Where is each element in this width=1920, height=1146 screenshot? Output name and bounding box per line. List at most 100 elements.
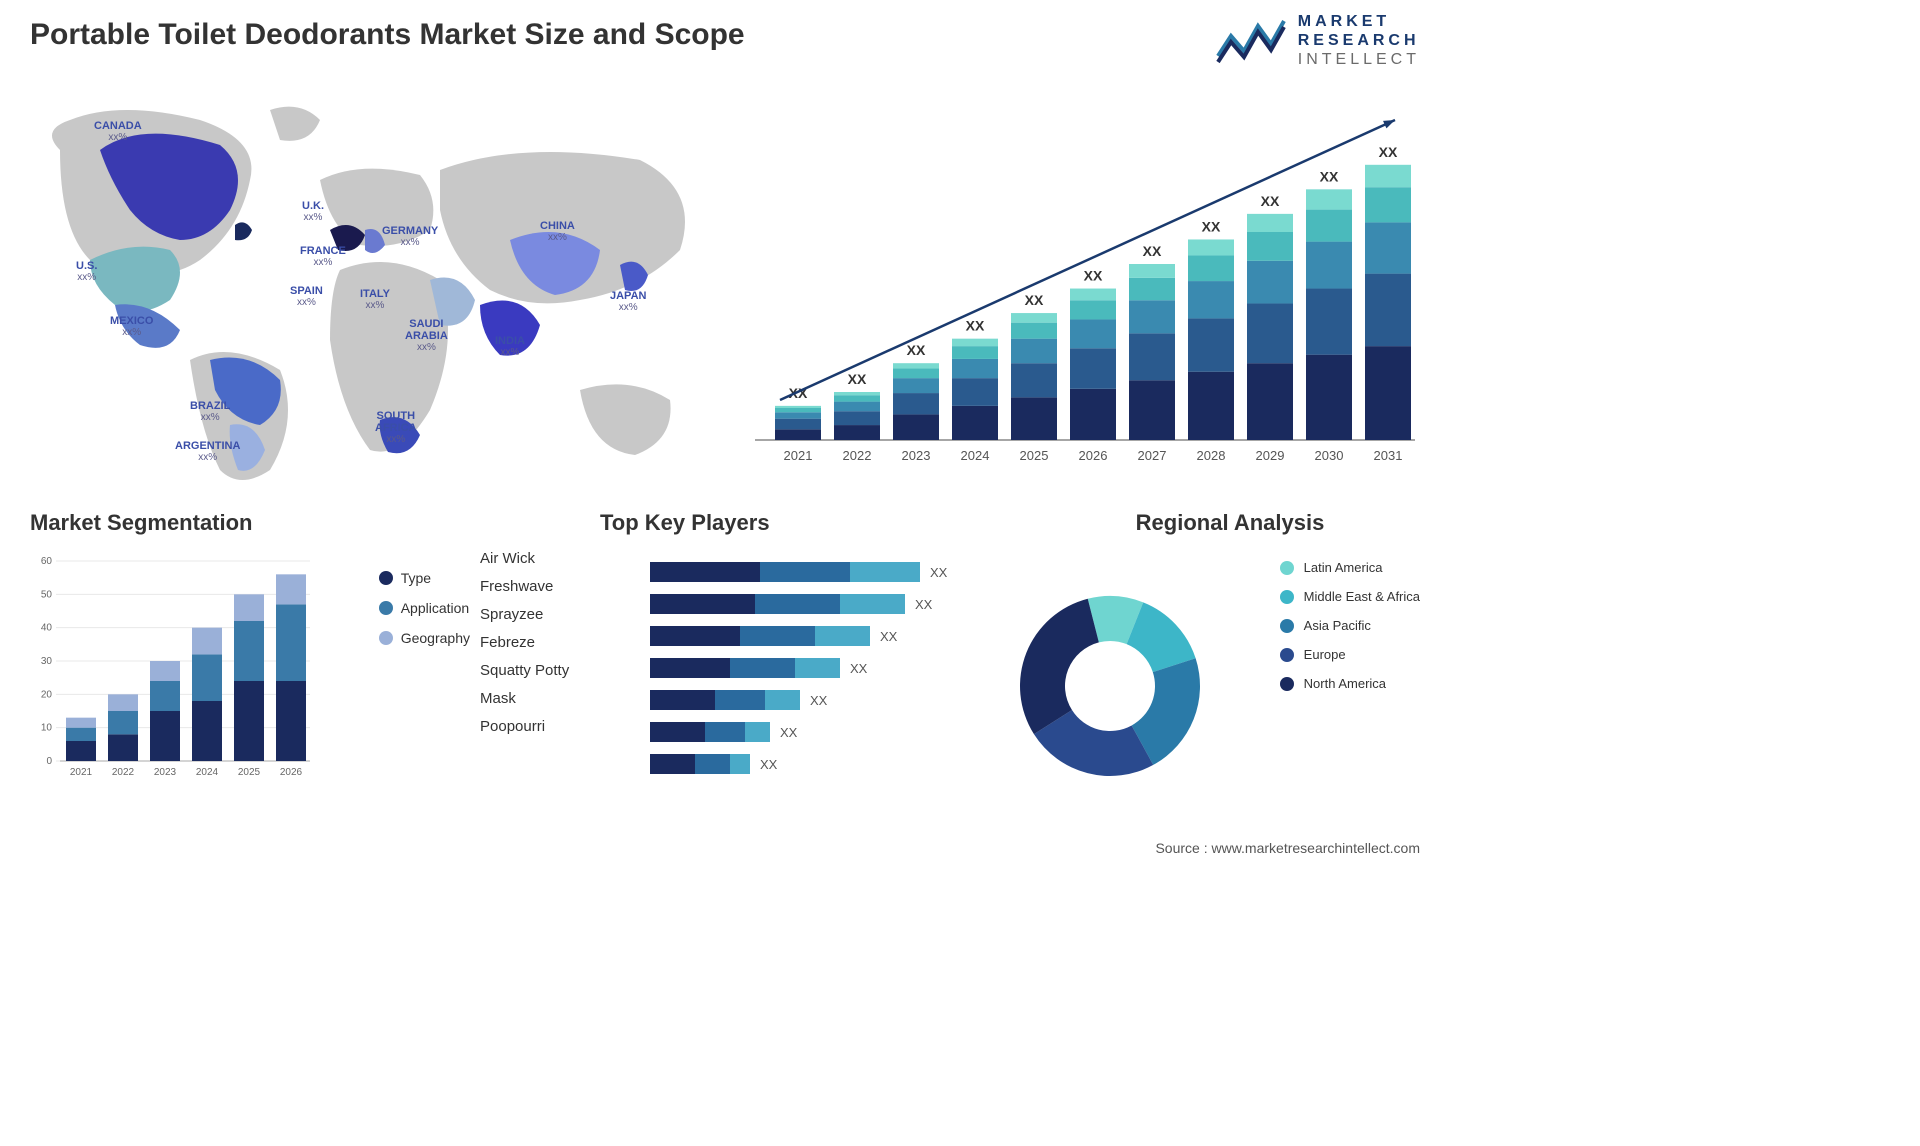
player-bar-segment bbox=[650, 626, 740, 646]
svg-text:2024: 2024 bbox=[196, 767, 219, 776]
player-name: Freshwave bbox=[480, 578, 569, 595]
legend-item: Type bbox=[379, 570, 470, 586]
map-country-label: INDIAxx% bbox=[495, 335, 525, 358]
regional-donut-chart-svg bbox=[1000, 546, 1220, 786]
market-size-bar-chart: XX2021XX2022XX2023XX2024XX2025XX2026XX20… bbox=[755, 100, 1415, 470]
player-bar-row: XX bbox=[650, 754, 990, 774]
svg-text:XX: XX bbox=[1143, 243, 1162, 259]
svg-text:XX: XX bbox=[966, 318, 985, 334]
player-bar-segment bbox=[755, 594, 840, 614]
legend-label: North America bbox=[1304, 676, 1386, 691]
svg-text:2027: 2027 bbox=[1138, 448, 1167, 463]
svg-text:XX: XX bbox=[1084, 268, 1103, 284]
player-bar-segment bbox=[695, 754, 730, 774]
svg-text:XX: XX bbox=[1320, 168, 1339, 184]
svg-text:2022: 2022 bbox=[112, 767, 135, 776]
svg-text:2021: 2021 bbox=[784, 448, 813, 463]
player-bar-row: XX bbox=[650, 658, 990, 678]
svg-text:10: 10 bbox=[41, 723, 53, 734]
svg-text:2031: 2031 bbox=[1374, 448, 1403, 463]
player-bar-segment bbox=[650, 562, 760, 582]
map-country-label: FRANCExx% bbox=[300, 245, 346, 268]
player-name: Mask bbox=[480, 690, 569, 707]
legend-label: Geography bbox=[401, 630, 470, 646]
svg-text:XX: XX bbox=[1025, 292, 1044, 308]
logo-line2: RESEARCH bbox=[1298, 31, 1420, 50]
svg-text:0: 0 bbox=[46, 756, 52, 767]
svg-text:XX: XX bbox=[1379, 144, 1398, 160]
player-bar bbox=[650, 754, 750, 774]
player-bar bbox=[650, 562, 920, 582]
legend-item: Latin America bbox=[1280, 560, 1420, 575]
legend-item: Asia Pacific bbox=[1280, 618, 1420, 633]
regional-title: Regional Analysis bbox=[1040, 510, 1420, 536]
player-name: Febreze bbox=[480, 634, 569, 651]
map-country-label: ARGENTINAxx% bbox=[175, 440, 240, 463]
map-country-label: CANADAxx% bbox=[94, 120, 142, 143]
svg-text:2024: 2024 bbox=[961, 448, 990, 463]
legend-swatch bbox=[1280, 648, 1294, 662]
player-bar-segment bbox=[715, 690, 765, 710]
svg-text:XX: XX bbox=[907, 342, 926, 358]
player-bar-segment bbox=[760, 562, 850, 582]
svg-text:2026: 2026 bbox=[1079, 448, 1108, 463]
player-bar-value: XX bbox=[930, 565, 947, 580]
player-bar-value: XX bbox=[880, 629, 897, 644]
segmentation-bar-chart-svg: 0102030405060202120222023202420252026 bbox=[30, 546, 320, 776]
svg-text:2023: 2023 bbox=[154, 767, 177, 776]
map-country-label: CHINAxx% bbox=[540, 220, 575, 243]
legend-swatch bbox=[1280, 677, 1294, 691]
logo-line3: INTELLECT bbox=[1298, 50, 1420, 69]
legend-label: Type bbox=[401, 570, 431, 586]
player-bar-segment bbox=[765, 690, 800, 710]
svg-text:XX: XX bbox=[1261, 193, 1280, 209]
player-bar-value: XX bbox=[850, 661, 867, 676]
player-bar-segment bbox=[730, 658, 795, 678]
svg-text:2021: 2021 bbox=[70, 767, 93, 776]
player-bar-value: XX bbox=[780, 725, 797, 740]
map-country-label: MEXICOxx% bbox=[110, 315, 153, 338]
player-bar-row: XX bbox=[650, 626, 990, 646]
brand-logo: MARKET RESEARCH INTELLECT bbox=[1216, 12, 1420, 70]
main-bar-chart-svg: XX2021XX2022XX2023XX2024XX2025XX2026XX20… bbox=[755, 100, 1415, 470]
legend-item: Geography bbox=[379, 630, 470, 646]
svg-text:20: 20 bbox=[41, 689, 53, 700]
logo-line1: MARKET bbox=[1298, 12, 1420, 31]
legend-swatch bbox=[1280, 590, 1294, 604]
segmentation-legend: Type Application Geography bbox=[379, 570, 470, 660]
player-bar-segment bbox=[650, 754, 695, 774]
svg-text:40: 40 bbox=[41, 623, 53, 634]
svg-text:2023: 2023 bbox=[902, 448, 931, 463]
player-bar-segment bbox=[650, 690, 715, 710]
market-segmentation-region: Market Segmentation 01020304050602021202… bbox=[30, 510, 470, 790]
player-bar-row: XX bbox=[650, 690, 990, 710]
map-country-label: U.K.xx% bbox=[302, 200, 324, 223]
player-bar-segment bbox=[850, 562, 920, 582]
logo-mark-icon bbox=[1216, 16, 1286, 66]
svg-text:2029: 2029 bbox=[1256, 448, 1285, 463]
player-name: Poopourri bbox=[480, 718, 569, 735]
player-bar-row: XX bbox=[650, 594, 990, 614]
player-name: Squatty Potty bbox=[480, 662, 569, 679]
legend-label: Application bbox=[401, 600, 470, 616]
players-bar-chart: XX XX XX XX XX XX XX bbox=[650, 562, 990, 786]
map-country-label: JAPANxx% bbox=[610, 290, 646, 313]
player-bar-segment bbox=[705, 722, 745, 742]
player-bar-segment bbox=[840, 594, 905, 614]
top-key-players-region: Top Key Players Air WickFreshwaveSprayze… bbox=[480, 510, 1000, 790]
legend-label: Europe bbox=[1304, 647, 1346, 662]
player-bar-segment bbox=[650, 658, 730, 678]
svg-text:2022: 2022 bbox=[843, 448, 872, 463]
map-country-label: BRAZILxx% bbox=[190, 400, 230, 423]
player-bar-segment bbox=[815, 626, 870, 646]
player-bar bbox=[650, 594, 905, 614]
regional-legend: Latin AmericaMiddle East & AfricaAsia Pa… bbox=[1280, 560, 1420, 705]
svg-text:2030: 2030 bbox=[1315, 448, 1344, 463]
legend-swatch bbox=[379, 601, 393, 615]
map-country-label: SAUDIARABIAxx% bbox=[405, 318, 448, 353]
svg-text:XX: XX bbox=[1202, 218, 1221, 234]
player-bar-value: XX bbox=[760, 757, 777, 772]
legend-label: Latin America bbox=[1304, 560, 1383, 575]
segmentation-title: Market Segmentation bbox=[30, 510, 470, 536]
player-bar bbox=[650, 658, 840, 678]
